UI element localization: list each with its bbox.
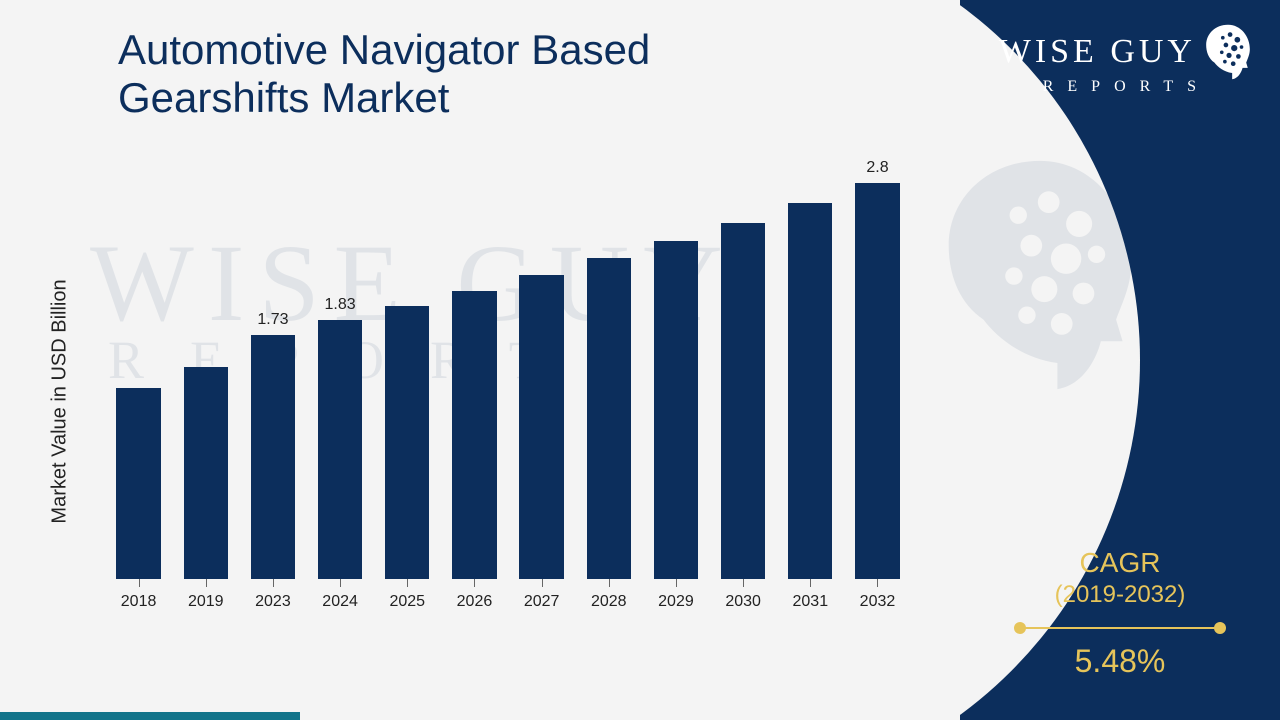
bar-value-label: 2.8	[866, 159, 888, 177]
cagr-title: CAGR	[1010, 547, 1230, 579]
x-tick: 2032	[844, 579, 911, 625]
page-root: WISE GUY REPORTS WISE GUY	[0, 0, 1280, 720]
bar-slot	[441, 155, 508, 579]
brand-logo: WISE GUY REPORTS	[999, 22, 1254, 96]
logo-line1: WISE GUY	[999, 33, 1196, 71]
plot-area: 1.73 1.83 2.8	[101, 155, 915, 579]
bar-slot	[642, 155, 709, 579]
bar	[721, 223, 765, 579]
cagr-separator	[1020, 627, 1220, 629]
cagr-years: (2019-2032)	[1010, 581, 1230, 609]
bar-slot	[508, 155, 575, 579]
bars-container: 1.73 1.83 2.8	[101, 155, 915, 579]
bar-slot: 1.83	[307, 155, 374, 579]
bar	[184, 367, 228, 579]
x-tick: 2019	[172, 579, 239, 625]
bar-slot	[575, 155, 642, 579]
x-tick: 2018	[105, 579, 172, 625]
chart-title: Automotive Navigator Based Gearshifts Ma…	[118, 26, 818, 123]
x-tick: 2027	[508, 579, 575, 625]
bar-slot	[172, 155, 239, 579]
bar-value-label: 1.83	[325, 296, 356, 314]
x-tick: 2028	[575, 579, 642, 625]
x-tick: 2023	[239, 579, 306, 625]
bar-chart: Market Value in USD Billion 1.731.832.8 …	[75, 155, 915, 625]
bar-slot	[374, 155, 441, 579]
x-tick: 2024	[307, 579, 374, 625]
x-tick: 2025	[374, 579, 441, 625]
bar	[318, 320, 362, 579]
x-axis-ticks: 2018201920232024202520262027202820292030…	[101, 579, 915, 625]
bar-value-label: 1.73	[257, 311, 288, 329]
bar-slot: 2.8	[844, 155, 911, 579]
logo-head-icon	[1202, 22, 1254, 82]
bar-slot: 1.73	[239, 155, 306, 579]
x-tick: 2030	[710, 579, 777, 625]
bar	[385, 306, 429, 579]
bar-slot	[777, 155, 844, 579]
bar	[788, 203, 832, 579]
cagr-value: 5.48%	[1010, 643, 1230, 680]
bar	[116, 388, 160, 579]
bar	[654, 241, 698, 579]
bottom-accent-bar	[0, 712, 300, 720]
cagr-box: CAGR (2019-2032) 5.48%	[1010, 547, 1230, 680]
bar	[587, 258, 631, 579]
y-axis-label: Market Value in USD Billion	[49, 279, 72, 523]
x-tick: 2026	[441, 579, 508, 625]
bar-slot	[710, 155, 777, 579]
bar-slot	[105, 155, 172, 579]
bar	[251, 335, 295, 580]
bar	[452, 291, 496, 579]
x-tick: 2029	[642, 579, 709, 625]
x-tick: 2031	[777, 579, 844, 625]
bar	[855, 183, 899, 579]
bar	[519, 275, 563, 579]
